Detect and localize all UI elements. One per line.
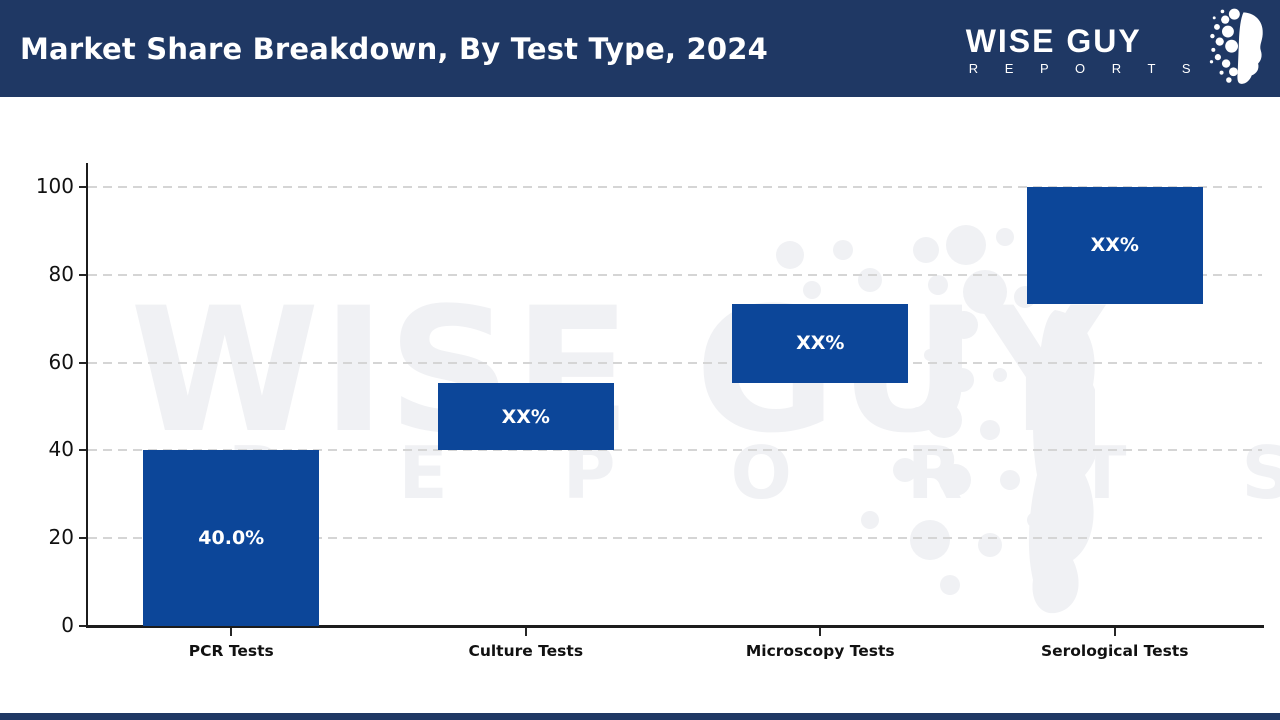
y-tick-100: [79, 186, 87, 188]
y-tick-label-0: 0: [61, 613, 74, 637]
wiseguy-face-icon: [1206, 6, 1270, 94]
x-axis-spine: [86, 625, 1264, 628]
x-tick-label-0: PCR Tests: [188, 642, 274, 660]
gridline-80: [88, 273, 1262, 276]
wiseguy-logo: WISE GUY R E P O R T S: [966, 6, 1270, 94]
bar-value-label: 40.0%: [198, 527, 265, 550]
y-tick-label-20: 20: [48, 525, 74, 550]
y-tick-label-80: 80: [48, 261, 74, 286]
bar-serological-tests: XX%: [1026, 187, 1203, 304]
y-tick-80: [79, 273, 87, 276]
x-tick-1: [524, 628, 527, 636]
x-tick-0: [230, 628, 233, 636]
x-tick-3: [1113, 628, 1116, 636]
gridline-40: [88, 449, 1262, 452]
page-title: Market Share Breakdown, By Test Type, 20…: [20, 31, 769, 66]
watermark-reports: R E P O R T S: [228, 431, 1280, 515]
x-tick-label-3: Serological Tests: [1040, 642, 1189, 660]
header-bar: Market Share Breakdown, By Test Type, 20…: [0, 0, 1280, 97]
logo-wordmark: WISE GUY: [965, 23, 1142, 60]
y-tick-0: [79, 625, 87, 627]
logo-wordmark-block: WISE GUY R E P O R T S: [965, 23, 1202, 76]
x-tick-label-2: Microscopy Tests: [745, 642, 895, 660]
x-tick-label-1: Culture Tests: [468, 642, 584, 660]
y-tick-label-100: 100: [35, 174, 74, 198]
y-tick-40: [79, 449, 87, 452]
gridline-60: [88, 361, 1262, 364]
gridline-20: [88, 537, 1262, 540]
bar-culture-tests: XX%: [437, 382, 614, 451]
logo-subtitle: R E P O R T S: [968, 60, 1202, 76]
bar-value-label: XX%: [1090, 234, 1139, 257]
gridline-100: [88, 186, 1262, 188]
x-tick-2: [819, 628, 822, 636]
y-tick-20: [79, 537, 87, 540]
y-axis-spine: [86, 163, 88, 628]
footer-bar: [0, 713, 1280, 720]
y-tick-label-60: 60: [48, 349, 74, 374]
chart-area: WISE GUY R E P O R T S: [0, 97, 1280, 713]
bar-pcr-tests: 40.0%: [143, 450, 320, 626]
bar-value-label: XX%: [501, 405, 550, 428]
bar-microscopy-tests: XX%: [732, 303, 909, 383]
bar-value-label: XX%: [796, 332, 845, 355]
y-tick-label-40: 40: [48, 437, 74, 462]
y-tick-60: [79, 361, 87, 364]
